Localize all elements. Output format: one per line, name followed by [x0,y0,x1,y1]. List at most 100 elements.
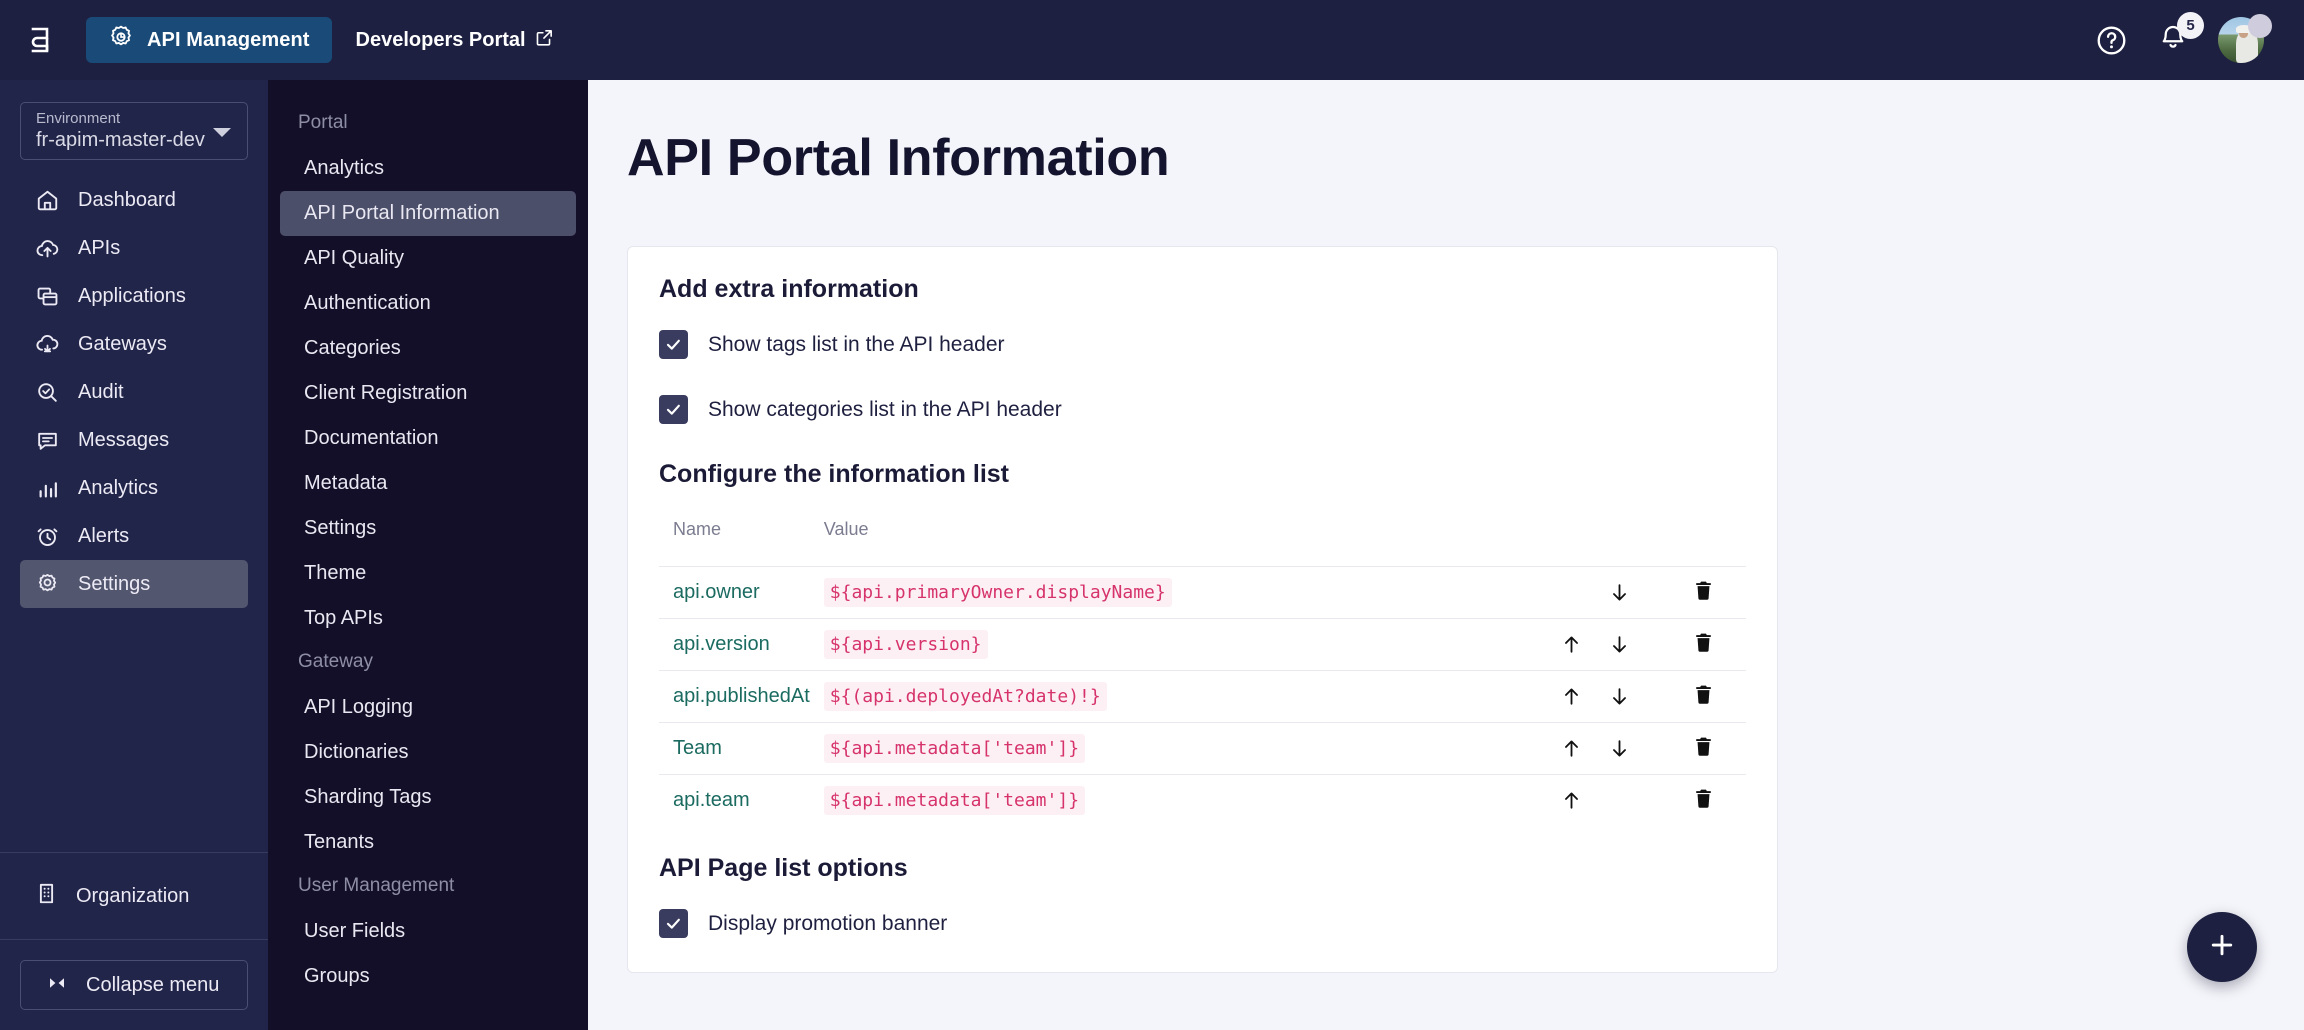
move-down-button[interactable] [1601,627,1637,663]
subnav-item-label: Top APIs [304,607,383,629]
column-header-move [1530,511,1660,567]
checkbox-show-categories-list[interactable]: Show categories list in the API header [659,395,1746,424]
move-up-button[interactable] [1553,731,1589,767]
collapse-menu-button[interactable]: Collapse menu [20,960,248,1010]
cell-delete-action [1660,775,1746,827]
sidebar-item-gateways[interactable]: Gateways [20,320,248,368]
move-up-button[interactable] [1553,627,1589,663]
subnav-item-theme[interactable]: Theme [280,551,576,596]
gravitee-logo-icon[interactable] [22,20,62,60]
add-item-fab[interactable] [2187,912,2257,982]
subnav-item-api-portal-information[interactable]: API Portal Information [280,191,576,236]
environment-selector[interactable]: Environment fr-apim-master-dev [20,102,248,160]
subnav-item-top-apis[interactable]: Top APIs [280,596,576,641]
subnav-item-settings[interactable]: Settings [280,506,576,551]
cell-value: ${api.primaryOwner.displayName} [809,566,1530,619]
sidebar-item-dashboard[interactable]: Dashboard [20,176,248,224]
page-title: API Portal Information [627,129,1170,187]
sidebar-spacer [0,608,268,852]
checkbox-checked-icon[interactable] [659,395,688,424]
sidebar-item-applications[interactable]: Applications [20,272,248,320]
sidebar-item-analytics[interactable]: Analytics [20,464,248,512]
section-heading-page-options: API Page list options [659,854,908,882]
subnav-item-label: API Portal Information [304,202,500,224]
move-down-button[interactable] [1601,731,1637,767]
cell-delete-action [1660,670,1746,723]
checkbox-show-tags-list[interactable]: Show tags list in the API header [659,330,1746,359]
checkbox-display-promotion-banner[interactable]: Display promotion banner [659,909,1746,938]
subnav-item-user-fields[interactable]: User Fields [280,909,576,954]
checkbox-label: Display promotion banner [708,911,948,935]
subnav-item-client-registration[interactable]: Client Registration [280,371,576,416]
trash-icon[interactable] [1692,631,1715,659]
information-list-table: Name Value api.owner ${api.primaryOwner.… [659,511,1746,826]
subnav-item-groups[interactable]: Groups [280,954,576,999]
sidebar-item-label: Audit [78,380,124,403]
sidebar-item-apis[interactable]: APIs [20,224,248,272]
table-row: api.owner ${api.primaryOwner.displayName… [659,566,1746,619]
nav-developers-portal[interactable]: Developers Portal [340,17,570,63]
subnav-item-api-quality[interactable]: API Quality [280,236,576,281]
external-link-icon [535,28,554,53]
alarm-clock-icon [34,523,61,550]
collapse-menu-wrap: Collapse menu [0,940,268,1030]
help-circle-icon[interactable] [2095,24,2128,57]
chevron-down-icon [213,128,231,137]
value-code: ${api.primaryOwner.displayName} [823,578,1172,607]
top-bar: API Management Developers Portal [0,0,2304,80]
trash-icon[interactable] [1692,579,1715,607]
value-code: ${api.metadata['team']} [823,786,1086,815]
trash-icon[interactable] [1692,683,1715,711]
settings-subnav: Portal Analytics API Portal Information … [268,80,588,1030]
trash-icon[interactable] [1692,735,1715,763]
subnav-item-label: API Logging [304,696,413,718]
value-code: ${(api.deployedAt?date)!} [823,682,1107,711]
sidebar-item-label: Gateways [78,332,167,355]
subnav-item-metadata[interactable]: Metadata [280,461,576,506]
sidebar-item-alerts[interactable]: Alerts [20,512,248,560]
nav-api-management[interactable]: API Management [86,17,332,63]
subnav-item-sharding-tags[interactable]: Sharding Tags [280,775,576,820]
sidebar-item-label: Messages [78,428,170,451]
table-body: api.owner ${api.primaryOwner.displayName… [659,566,1746,827]
avatar[interactable] [2218,14,2272,63]
subnav-item-label: API Quality [304,247,405,269]
environment-value: fr-apim-master-dev [36,129,205,151]
avatar-cap [2236,25,2253,33]
subnav-item-categories[interactable]: Categories [280,326,576,371]
subnav-item-label: Dictionaries [304,741,409,763]
notifications-button[interactable]: 5 [2158,11,2204,58]
checkbox-checked-icon[interactable] [659,909,688,938]
subnav-item-analytics[interactable]: Analytics [280,146,576,191]
sidebar-item-label: Settings [78,572,151,595]
column-header-delete [1660,511,1746,567]
subnav-item-tenants[interactable]: Tenants [280,820,576,865]
sidebar-item-audit[interactable]: Audit [20,368,248,416]
subnav-item-label: Groups [304,965,370,987]
table-row: api.publishedAt ${(api.deployedAt?date)!… [659,670,1746,723]
cell-value: ${api.version} [809,618,1530,671]
sidebar-item-organization[interactable]: Organization [0,853,268,939]
subnav-item-api-logging[interactable]: API Logging [280,685,576,730]
subnav-item-label: Documentation [304,427,439,449]
move-up-button[interactable] [1553,679,1589,715]
table-row: api.team ${api.metadata['team']} [659,775,1746,827]
cloud-gateway-icon [34,331,61,358]
move-down-button[interactable] [1601,575,1637,611]
subnav-group-title: Portal [298,112,348,133]
subnav-item-label: Theme [304,562,367,584]
sidebar-item-settings[interactable]: Settings [20,560,248,608]
sidebar-item-label: Analytics [78,476,159,499]
move-down-button[interactable] [1601,679,1637,715]
subnav-item-authentication[interactable]: Authentication [280,281,576,326]
trash-icon[interactable] [1692,787,1715,815]
subnav-item-documentation[interactable]: Documentation [280,416,576,461]
cell-move-actions [1530,775,1660,827]
move-up-button[interactable] [1553,783,1589,819]
value-code: ${api.metadata['team']} [823,734,1086,763]
sidebar-item-messages[interactable]: Messages [20,416,248,464]
subnav-item-dictionaries[interactable]: Dictionaries [280,730,576,775]
top-bar-actions: 5 [2095,11,2278,63]
subnav-item-label: Authentication [304,292,431,314]
checkbox-checked-icon[interactable] [659,330,688,359]
